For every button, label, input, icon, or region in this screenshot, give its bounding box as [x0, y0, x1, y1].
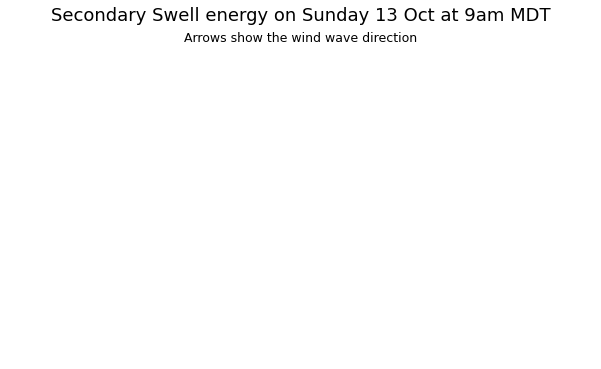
Text: Arrows show the wind wave direction: Arrows show the wind wave direction — [184, 32, 417, 45]
Text: Secondary Swell energy on Sunday 13 Oct at 9am MDT: Secondary Swell energy on Sunday 13 Oct … — [50, 7, 551, 25]
Text: cartopy unavailable:
No module named 'cartopy': cartopy unavailable: No module named 'ca… — [204, 182, 397, 213]
